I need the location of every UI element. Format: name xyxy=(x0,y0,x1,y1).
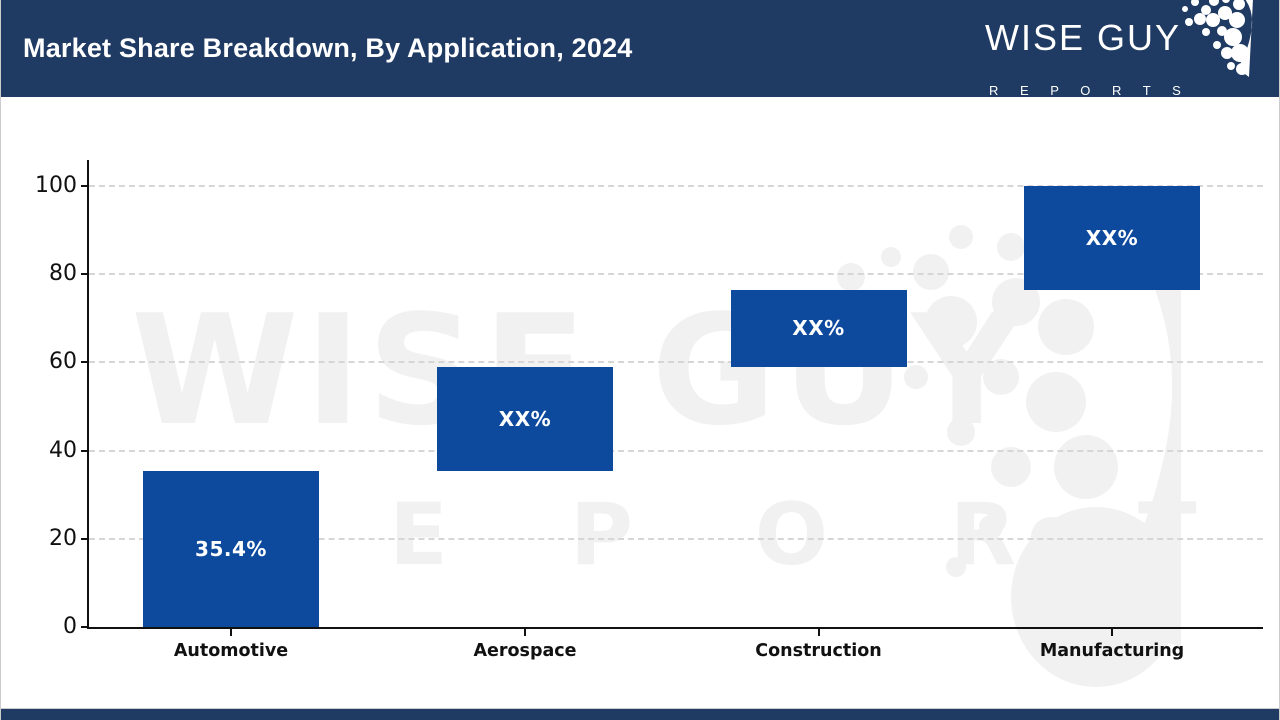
bar-automotive: 35.4% xyxy=(143,470,319,627)
logo-dotted-face-icon xyxy=(1182,0,1253,77)
bar-construction: XX% xyxy=(730,289,907,367)
y-tick-label-40: 40 xyxy=(49,437,77,463)
bar-value-label: 35.4% xyxy=(195,536,267,561)
y-tick-80 xyxy=(81,273,88,276)
y-axis-line xyxy=(87,160,89,629)
y-tick-60 xyxy=(81,361,88,364)
y-tick-40 xyxy=(81,449,88,452)
logo-wordmark: WISE GUY xyxy=(984,17,1181,58)
bar-aerospace: XX% xyxy=(437,366,613,471)
x-tick-construction xyxy=(817,629,820,636)
y-tick-label-60: 60 xyxy=(49,349,77,375)
x-category-label-manufacturing: Manufacturing xyxy=(1039,641,1185,661)
y-tick-label-80: 80 xyxy=(49,261,77,287)
gridline-100 xyxy=(89,185,1263,187)
gridline-80 xyxy=(89,273,1263,276)
gridline-40 xyxy=(89,449,1263,452)
y-tick-label-20: 20 xyxy=(49,525,77,551)
bar-value-label: XX% xyxy=(792,316,845,341)
x-tick-aerospace xyxy=(524,629,526,636)
y-tick-label-0: 0 xyxy=(63,614,77,639)
gridline-60 xyxy=(89,361,1263,364)
bar-value-label: XX% xyxy=(498,406,552,431)
x-category-label-construction: Construction xyxy=(755,641,882,661)
footer-bar xyxy=(1,709,1279,720)
y-tick-0 xyxy=(81,626,88,628)
x-axis-line xyxy=(87,627,1263,629)
bar-manufacturing: XX% xyxy=(1024,186,1200,290)
x-tick-automotive xyxy=(230,629,232,636)
gridline-20 xyxy=(89,537,1263,540)
bar-value-label: XX% xyxy=(1085,225,1139,250)
x-category-label-automotive: Automotive xyxy=(173,641,289,661)
chart-title: Market Share Breakdown, By Application, … xyxy=(23,33,633,63)
x-category-label-aerospace: Aerospace xyxy=(473,641,577,661)
bottom-divider xyxy=(1,708,1279,709)
header-bar: Market Share Breakdown, By Application, … xyxy=(1,0,1279,98)
x-tick-manufacturing xyxy=(1111,629,1113,636)
y-tick-100 xyxy=(81,185,88,187)
y-tick-label-100: 100 xyxy=(35,173,77,198)
y-tick-20 xyxy=(81,537,88,540)
logo-subtext: R E P O R T S xyxy=(988,83,1190,98)
wiseguy-logo: WISE GUY R E P O R T S xyxy=(985,0,1253,98)
chart-region: WISE GUY R E P O R T S 02040608010035.4%… xyxy=(1,97,1279,710)
plot-area: 0 20 40 60 80 100 35.4% Automotive XX% Aerospace X… xyxy=(1,97,1279,710)
